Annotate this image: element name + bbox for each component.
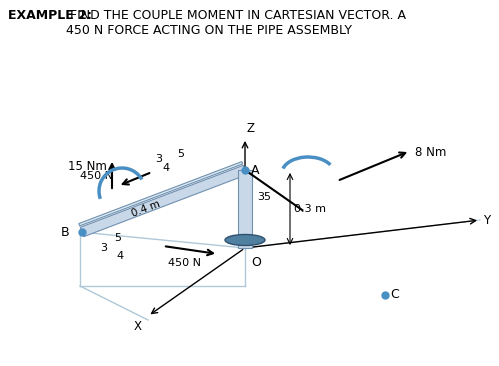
Text: 4: 4 — [162, 163, 169, 173]
Text: C: C — [390, 288, 399, 302]
Text: 3: 3 — [155, 154, 162, 164]
Text: FIND THE COUPLE MOMENT IN CARTESIAN VECTOR. A
450 N FORCE ACTING ON THE PIPE ASS: FIND THE COUPLE MOMENT IN CARTESIAN VECT… — [66, 9, 406, 37]
Text: Z: Z — [247, 122, 255, 135]
Ellipse shape — [225, 235, 265, 246]
Polygon shape — [80, 165, 247, 237]
Text: 0.4 m: 0.4 m — [130, 199, 161, 219]
Text: 4: 4 — [116, 251, 123, 261]
Text: 3: 3 — [100, 243, 107, 253]
Text: O: O — [251, 256, 261, 269]
Text: 15 Nm: 15 Nm — [68, 160, 107, 172]
Text: 35: 35 — [257, 192, 271, 202]
Text: 0.3 m: 0.3 m — [294, 204, 326, 214]
Polygon shape — [79, 161, 243, 226]
Text: 5: 5 — [177, 149, 184, 159]
Text: X: X — [134, 320, 142, 333]
Text: A: A — [251, 164, 259, 176]
Polygon shape — [238, 170, 252, 248]
Text: EXAMPLE 2:: EXAMPLE 2: — [8, 9, 92, 22]
Text: 5: 5 — [114, 233, 121, 243]
Text: B: B — [60, 225, 69, 239]
Text: 8 Nm: 8 Nm — [415, 146, 447, 160]
Text: 450 N: 450 N — [80, 171, 113, 181]
Text: Y: Y — [483, 213, 490, 227]
Text: 450 N: 450 N — [168, 258, 201, 268]
